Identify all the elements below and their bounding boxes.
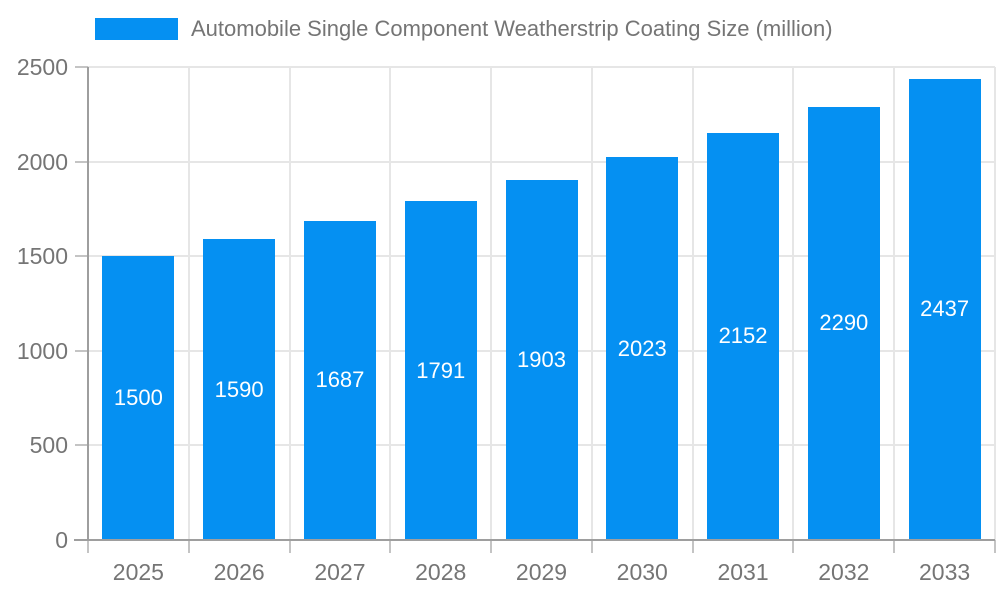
y-tick-label: 1000 [16,337,68,364]
v-gridline [691,67,694,540]
bar-value-label: 1903 [517,346,566,372]
y-tick-label: 2000 [16,148,68,175]
bar-value-label: 2152 [718,323,768,349]
bar-value-label: 2290 [819,310,869,336]
y-tick-label: 1500 [16,243,68,270]
y-tick-label: 500 [29,432,68,459]
y-tick [75,349,88,352]
x-axis-line [74,539,995,541]
x-tick-label: 2027 [314,559,366,585]
x-tick-label: 2030 [616,559,668,585]
bar-value-label: 1500 [113,385,163,411]
bar: 2023 [606,157,679,540]
bar: 1687 [303,220,376,540]
v-gridline [893,67,896,540]
plot-area: 0 500 1000 1500 2000 2500 2025 2026 2027 2028 2029… [17,54,996,585]
y-tick [75,160,88,163]
x-tick-label: 2033 [919,559,971,585]
x-tick-label: 2025 [112,559,164,585]
bar: 1590 [203,239,276,540]
bar-value-label: 1687 [315,367,365,393]
h-gridline [88,160,995,163]
bar: 2152 [707,132,780,540]
bar: 1791 [404,201,477,540]
y-tick [75,255,88,258]
x-tick [87,540,89,553]
h-gridline [88,66,995,68]
legend-label: Automobile Single Component Weatherstrip… [191,16,833,41]
x-tick [187,540,190,553]
x-tick [792,540,795,553]
x-tick [389,540,392,553]
bar: 2290 [807,106,880,540]
legend-item[interactable]: Automobile Single Component Weatherstrip… [95,16,833,42]
y-axis-line [87,67,89,541]
v-gridline [490,67,493,540]
x-tick [590,540,593,553]
bar-value-label: 2437 [920,296,970,322]
y-tick-label: 0 [55,527,68,553]
x-tick [994,540,996,553]
v-gridline [590,67,593,540]
v-gridline [288,67,291,540]
bar: 1903 [505,179,578,540]
v-gridline [389,67,392,540]
x-tick [893,540,896,553]
y-tick-label: 2500 [16,54,68,80]
x-tick [490,540,493,553]
x-tick-label: 2029 [515,559,568,585]
y-tick [75,66,88,68]
bar-value-label: 1791 [416,357,466,383]
legend-swatch [95,18,178,40]
x-tick-label: 2031 [717,559,769,585]
y-tick [75,444,88,447]
x-tick [691,540,694,553]
bar: 1500 [102,256,175,540]
bar-value-label: 1590 [214,376,264,402]
v-gridline [792,67,795,540]
x-tick-label: 2032 [818,559,870,585]
bar: 2437 [908,78,981,540]
v-gridline [994,67,996,540]
bar-value-label: 2023 [617,335,667,361]
x-tick [288,540,291,553]
x-tick-label: 2026 [213,559,265,585]
x-tick-label: 2028 [415,559,467,585]
v-gridline [187,67,190,540]
